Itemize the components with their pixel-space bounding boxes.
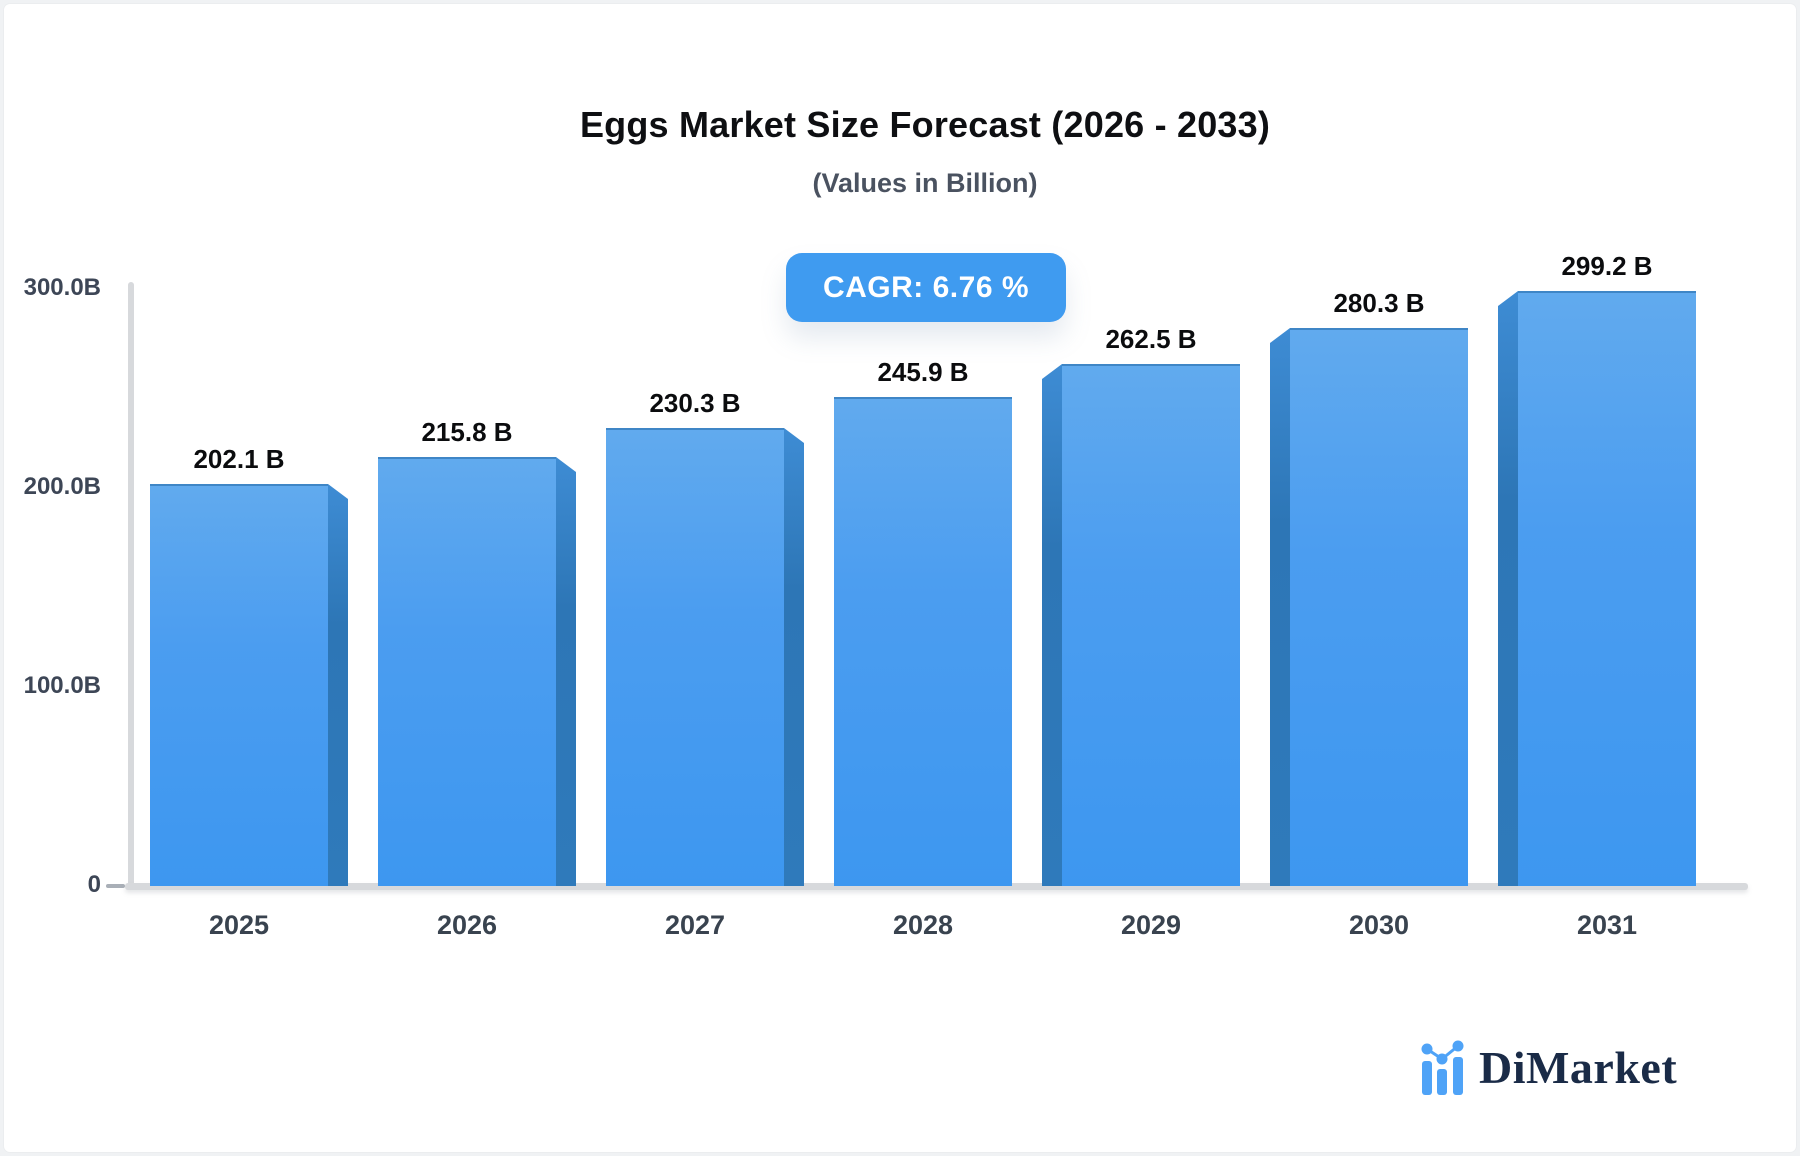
bar-value-label: 215.8 B (421, 417, 513, 447)
cagr-badge: CAGR: 6.76 % (786, 253, 1066, 322)
bar-2029[interactable] (1042, 364, 1240, 886)
bar-face (150, 484, 328, 886)
bar-value-label: 245.9 B (877, 357, 969, 387)
bar-value-label: 230.3 B (649, 388, 741, 418)
cagr-badge-label: CAGR: 6.76 % (822, 270, 1030, 304)
chart-subtitle: (Values in Billion) (812, 168, 1038, 198)
x-axis-tick-label: 2030 (1348, 910, 1410, 940)
logo-text: DiMarket (1479, 1041, 1678, 1093)
bar-3d-side (1498, 291, 1518, 886)
bar-value-label: 280.3 B (1333, 288, 1425, 318)
dimarket-logo: DiMarket (1420, 1036, 1677, 1098)
bar-2025[interactable] (150, 484, 348, 886)
bar-face (378, 457, 556, 886)
x-axis-tick-label: 2027 (664, 910, 726, 940)
bar-value-label: 202.1 B (193, 444, 285, 474)
x-axis-baseline (125, 883, 1748, 890)
y-axis-tick-label: 200.0B (23, 473, 101, 500)
bar-face (606, 428, 784, 886)
bar-face (834, 397, 1012, 886)
bar-2027[interactable] (606, 428, 804, 886)
bar-2026[interactable] (378, 457, 576, 886)
x-axis-tick-label: 2028 (892, 910, 954, 940)
x-axis-tick-label: 2025 (208, 910, 270, 940)
bar-2030[interactable] (1270, 328, 1468, 886)
bar-face (1062, 364, 1240, 886)
x-axis-tick-label: 2029 (1120, 910, 1182, 940)
y-axis-tick-label: 0 (87, 871, 101, 898)
bar-2028[interactable] (834, 397, 1012, 886)
bar-value-label: 262.5 B (1105, 324, 1197, 354)
chart-title: Eggs Market Size Forecast (2026 - 2033) (579, 104, 1271, 145)
y-axis-tick-label: 300.0B (23, 274, 101, 301)
x-axis-tick-label: 2026 (436, 910, 498, 940)
bar-3d-side (784, 428, 804, 886)
bar-3d-side (328, 484, 348, 886)
bar-3d-side (556, 457, 576, 886)
bar-value-label: 299.2 B (1561, 251, 1653, 281)
y-axis-line (128, 282, 134, 888)
bar-chart-trend-icon (1420, 1039, 1466, 1095)
zero-tick-dash (106, 884, 125, 888)
bar-3d-side (1270, 328, 1290, 886)
y-axis-tick-label: 100.0B (23, 672, 101, 699)
bar-face (1518, 291, 1696, 886)
bar-3d-side (1042, 364, 1062, 886)
bar-face (1290, 328, 1468, 886)
bar-2031[interactable] (1498, 291, 1696, 886)
x-axis-tick-label: 2031 (1576, 910, 1638, 940)
